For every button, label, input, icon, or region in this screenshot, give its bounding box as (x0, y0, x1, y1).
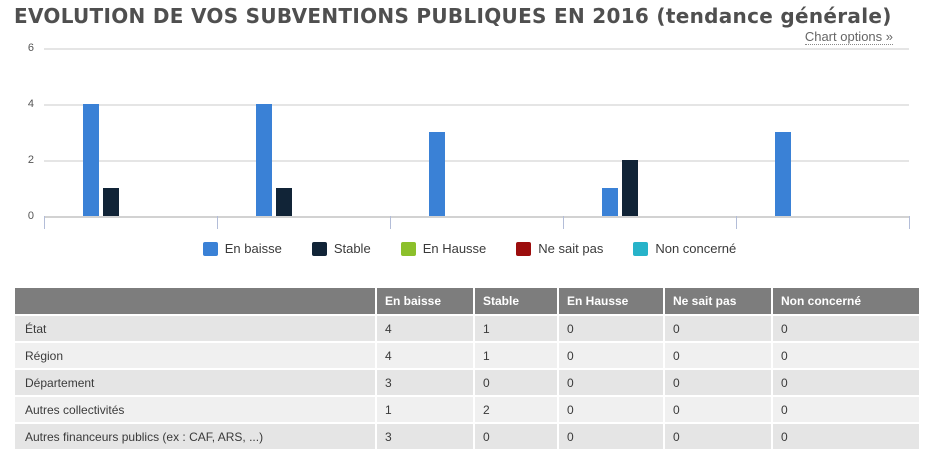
table-cell: 4 (377, 343, 473, 368)
row-label: Autres collectivités (15, 397, 375, 422)
table-cell: 0 (475, 370, 557, 395)
legend-label: Ne sait pas (538, 241, 604, 256)
y-axis-label: 4 (27, 98, 34, 110)
table-cell: 4 (377, 316, 473, 341)
chart-bar-stable-autres-collectivites (622, 160, 638, 216)
legend-label: En baisse (224, 241, 282, 256)
chart-bar-en-baisse-etat (83, 104, 99, 216)
legend-swatch-non-concerne (633, 241, 649, 256)
x-axis-tick (217, 216, 218, 229)
row-label: Autres financeurs publics (ex : CAF, ARS… (15, 424, 375, 449)
table-cell: 0 (665, 343, 771, 368)
column-header-en-hausse: En Hausse (559, 288, 663, 314)
legend-item-en-hausse: En Hausse (400, 241, 487, 256)
table-cell: 0 (475, 424, 557, 449)
table-cell: 0 (665, 370, 771, 395)
x-axis-tick (44, 216, 45, 229)
table-cell: 0 (773, 397, 919, 422)
chart-bar-en-baisse-region (256, 104, 272, 216)
table-row-autres-financeurs-publics-ex-caf-ars: Autres financeurs publics (ex : CAF, ARS… (15, 424, 919, 449)
legend-item-non-concerne: Non concerné (633, 241, 736, 256)
y-axis-label: 0 (27, 210, 34, 222)
table-cell: 0 (773, 370, 919, 395)
table-cell: 0 (665, 424, 771, 449)
chart-bar-stable-etat (103, 188, 119, 216)
table-cell: 3 (377, 370, 473, 395)
chart-bar-en-baisse-departement (429, 132, 445, 216)
chart-bar-en-baisse-autres-collectivites (602, 188, 618, 216)
legend-label: En Hausse (422, 241, 487, 256)
table-cell: 1 (377, 397, 473, 422)
legend-swatch-en-hausse (400, 241, 416, 256)
y-axis-label: 6 (27, 42, 34, 54)
page-title: EVOLUTION DE VOS SUBVENTIONS PUBLIQUES E… (14, 4, 892, 28)
table-cell: 0 (559, 397, 663, 422)
x-axis-tick (563, 216, 564, 229)
gridline (44, 160, 909, 162)
column-header-ne-sait-pas: Ne sait pas (665, 288, 771, 314)
legend-label: Non concerné (655, 241, 737, 256)
x-axis-tick (909, 216, 910, 229)
table-cell: 0 (559, 424, 663, 449)
table-cell: 0 (559, 316, 663, 341)
table-cell: 1 (475, 343, 557, 368)
table-cell: 0 (559, 343, 663, 368)
row-label: État (15, 316, 375, 341)
table-row-region: Région 4 1 0 0 0 (15, 343, 919, 368)
table-cell: 0 (665, 316, 771, 341)
table-row-autres-collectivites: Autres collectivités 1 2 0 0 0 (15, 397, 919, 422)
chart-bar-stable-region (276, 188, 292, 216)
column-header-en-baisse: En baisse (377, 288, 473, 314)
chart-options-link[interactable]: Chart options » (804, 29, 893, 45)
table-row-departement: Département 3 0 0 0 0 (15, 370, 919, 395)
x-axis-tick (736, 216, 737, 229)
table-cell: 2 (475, 397, 557, 422)
column-header-empty (15, 288, 375, 314)
legend-label: Stable (333, 241, 371, 256)
legend-item-en-baisse: En baisse (202, 241, 282, 256)
table-cell: 0 (773, 316, 919, 341)
legend-swatch-en-baisse (202, 241, 218, 256)
legend-item-stable: Stable (311, 241, 371, 256)
table-header-row: En baisse Stable En Hausse Ne sait pas Non c… (15, 288, 919, 314)
x-axis-tick (390, 216, 391, 229)
table-cell: 0 (665, 397, 771, 422)
gridline (44, 48, 909, 50)
table-cell: 3 (377, 424, 473, 449)
column-header-stable: Stable (475, 288, 557, 314)
legend-item-ne-sait-pas: Ne sait pas (516, 241, 603, 256)
chart-bar-en-baisse-autres-financeurs-publics-ex-caf-ars (775, 132, 791, 216)
row-label: Région (15, 343, 375, 368)
legend-swatch-ne-sait-pas (516, 241, 532, 256)
bar-chart: 0 2 4 6 (27, 42, 910, 229)
gridline (44, 104, 909, 106)
legend-swatch-stable (311, 241, 327, 256)
y-axis-label: 2 (27, 154, 34, 166)
results-table: En baisse Stable En Hausse Ne sait pas Non c… (13, 286, 921, 451)
chart-legend: En baisse Stable En Hausse Ne sait pas Non c… (0, 241, 939, 256)
table-cell: 0 (773, 343, 919, 368)
table-cell: 1 (475, 316, 557, 341)
gridline (44, 216, 909, 218)
column-header-non-concerne: Non concerné (773, 288, 919, 314)
row-label: Département (15, 370, 375, 395)
table-cell: 0 (773, 424, 919, 449)
table-row-etat: État 4 1 0 0 0 (15, 316, 919, 341)
table-cell: 0 (559, 370, 663, 395)
